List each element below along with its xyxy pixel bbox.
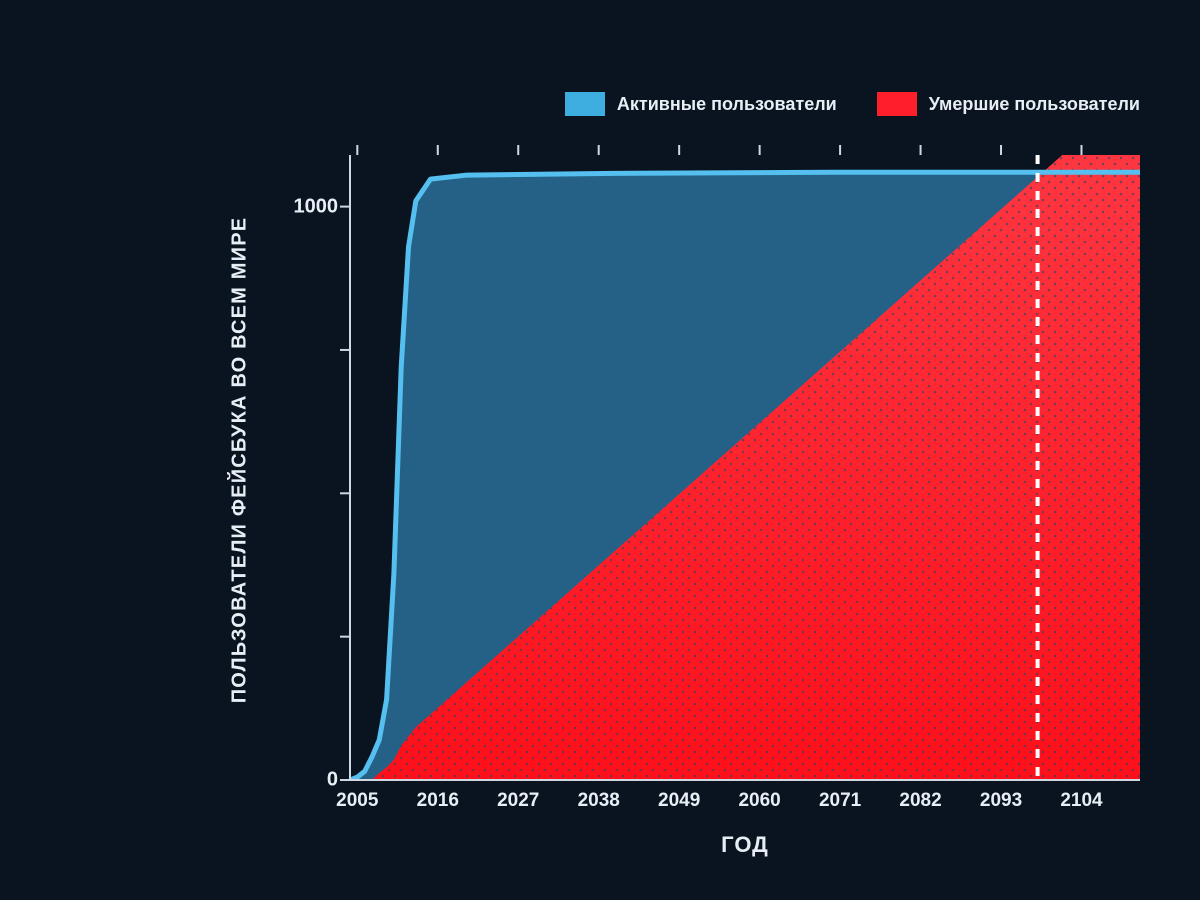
x-tick-label: 2027 [497,790,539,812]
x-tick-label: 2093 [980,790,1022,812]
x-tick-label: 2082 [899,790,941,812]
x-tick-label: 2071 [819,790,861,812]
chart-frame: Активные пользователи Умершие пользовате… [0,0,1200,900]
x-tick-label: 2016 [417,790,459,812]
legend-label-deceased: Умершие пользователи [929,94,1140,115]
x-tick-label: 2038 [578,790,620,812]
x-tick-label: 2104 [1060,790,1102,812]
legend-item-deceased: Умершие пользователи [877,92,1140,116]
x-axis-title: ГОД [721,832,769,858]
x-tick-label: 2005 [336,790,378,812]
legend-swatch-active [565,92,605,116]
legend: Активные пользователи Умершие пользовате… [0,92,1140,116]
legend-label-active: Активные пользователи [617,94,837,115]
legend-item-active: Активные пользователи [565,92,837,116]
x-tick-label: 2049 [658,790,700,812]
legend-swatch-deceased [877,92,917,116]
plot-area [350,155,1140,780]
x-tick-label: 2060 [738,790,780,812]
y-tick-label: 1000 [294,195,339,218]
y-tick-label: 0 [327,769,338,792]
y-axis-title: ПОЛЬЗОВАТЕЛИ ФЕЙСБУКА ВО ВСЕМ МИРЕ [229,217,252,704]
